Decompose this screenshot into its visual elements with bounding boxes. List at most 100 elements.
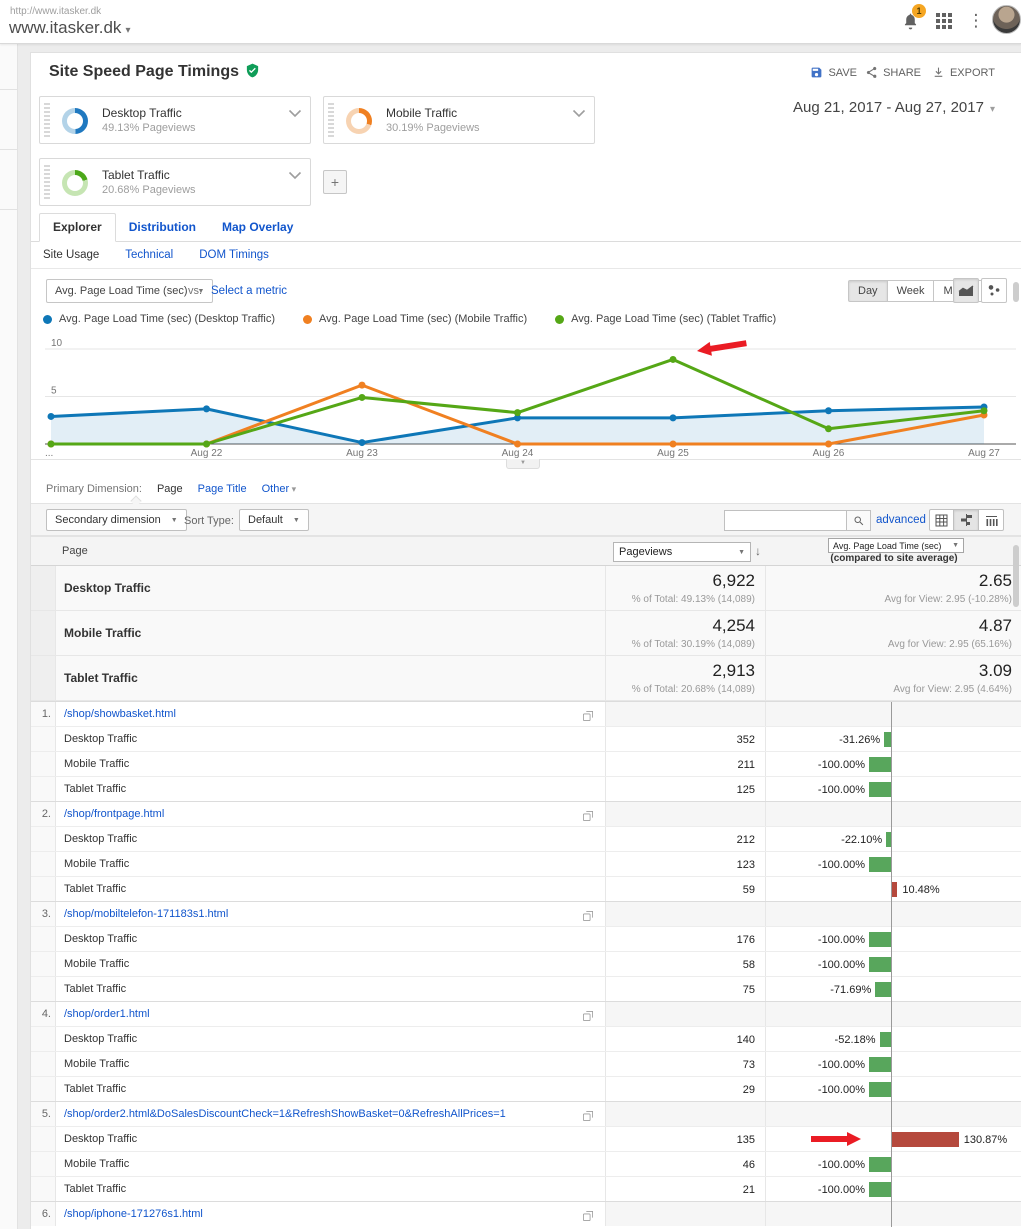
- timeline-expander[interactable]: ▼: [506, 459, 540, 469]
- primary-dimension-other[interactable]: Other ▾: [261, 483, 297, 495]
- tab-map-overlay[interactable]: Map Overlay: [222, 220, 294, 234]
- line-chart-view-button[interactable]: [953, 278, 979, 303]
- device-breakdown-row: Tablet Traffic 21 -100.00%: [31, 1176, 1021, 1202]
- delta-bar: [869, 1157, 891, 1172]
- open-in-new-icon[interactable]: [583, 1108, 593, 1126]
- primary-dimension-page-title[interactable]: Page Title: [197, 483, 247, 495]
- device-label: Mobile Traffic: [56, 952, 606, 976]
- report-panel: Site Speed Page Timings SAVE SHARE EXPOR…: [30, 52, 1021, 1229]
- chevron-down-icon: ▾: [989, 104, 995, 115]
- chevron-down-icon[interactable]: [288, 167, 302, 185]
- delta-bar: [869, 1057, 891, 1072]
- open-in-new-icon[interactable]: [583, 708, 593, 726]
- svg-text:10: 10: [51, 338, 63, 349]
- device-label: Tablet Traffic: [56, 1177, 606, 1201]
- delta-value: -100.00%: [817, 933, 865, 946]
- page-url-link[interactable]: /shop/mobiltelefon-171183s1.html: [64, 908, 229, 920]
- comparison-view-button[interactable]: [954, 509, 979, 531]
- open-in-new-icon[interactable]: [583, 808, 593, 826]
- caret-down-icon: ▼: [738, 548, 745, 556]
- legend-label: Avg. Page Load Time (sec) (Desktop Traff…: [59, 313, 276, 325]
- chart-legend: Avg. Page Load Time (sec) (Desktop Traff…: [43, 313, 776, 325]
- bar-axis-line: [891, 1052, 892, 1077]
- save-button[interactable]: SAVE: [810, 66, 857, 79]
- bar-cell: 130.87%: [766, 1127, 1021, 1152]
- metric-note: (compared to site average): [830, 553, 958, 564]
- overflow-menu-icon[interactable]: ⋮: [967, 11, 985, 30]
- segment-card-tablet-traffic[interactable]: Tablet Traffic 20.68% Pageviews: [39, 158, 311, 206]
- date-range-selector[interactable]: Aug 21, 2017 - Aug 27, 2017 ▾: [792, 99, 995, 116]
- bar-axis-line: [891, 1127, 892, 1152]
- subtab-site-usage[interactable]: Site Usage: [43, 249, 100, 261]
- tab-explorer[interactable]: Explorer: [39, 213, 116, 242]
- granularity-week[interactable]: Week: [887, 280, 935, 302]
- pageviews-value: 140: [736, 1033, 755, 1046]
- segment-detail: 49.13% Pageviews: [102, 122, 196, 134]
- primary-dimension-page[interactable]: Page: [156, 483, 183, 495]
- pageviews-cell: 58: [606, 952, 766, 976]
- account-switcher[interactable]: www.itasker.dk ▾: [9, 18, 131, 37]
- page-url-row: 4. /shop/order1.html: [31, 1001, 1021, 1027]
- page-cell: /shop/frontpage.html: [56, 802, 606, 826]
- page-url-link[interactable]: /shop/iphone-171276s1.html: [64, 1208, 203, 1220]
- scrollbar-thumb[interactable]: [1013, 545, 1019, 607]
- metric-dropdown[interactable]: Avg. Page Load Time (sec) ▼: [46, 279, 214, 303]
- notifications-bell-icon[interactable]: [898, 9, 922, 33]
- export-button[interactable]: EXPORT: [932, 66, 995, 79]
- collapsed-nav-rail[interactable]: [0, 44, 18, 1229]
- page-url-link[interactable]: /shop/order2.html&DoSalesDiscountCheck=1…: [64, 1108, 506, 1120]
- summary-row: Mobile Traffic 4,254 % of Total: 30.19% (1…: [31, 611, 1021, 656]
- device-breakdown-row: Desktop Traffic 352 -31.26%: [31, 726, 1021, 752]
- open-in-new-icon[interactable]: [583, 908, 593, 926]
- bar-axis-line: [891, 827, 892, 852]
- pivot-view-button[interactable]: [979, 509, 1004, 531]
- row-index: 2.: [31, 802, 56, 826]
- drag-handle[interactable]: [44, 165, 50, 199]
- pageviews-cell: 4,254 % of Total: 30.19% (14,089): [606, 611, 766, 655]
- chevron-down-icon[interactable]: [288, 105, 302, 123]
- bar-axis-line: [891, 752, 892, 777]
- page-url-link[interactable]: /shop/order1.html: [64, 1008, 150, 1020]
- pageviews-metric-select[interactable]: Pageviews ▼: [613, 542, 751, 562]
- add-segment-button[interactable]: +: [323, 170, 347, 194]
- delta-bar: [869, 1082, 891, 1097]
- select-a-metric-link[interactable]: Select a metric: [211, 285, 288, 297]
- data-view-button[interactable]: [929, 509, 954, 531]
- page-url-link[interactable]: /shop/frontpage.html: [64, 808, 165, 820]
- top-bar: http://www.itasker.dk www.itasker.dk ▾ 1 …: [0, 0, 1021, 44]
- open-in-new-icon[interactable]: [583, 1008, 593, 1026]
- granularity-day[interactable]: Day: [848, 280, 888, 302]
- sort-type-dropdown[interactable]: Default ▼: [239, 509, 309, 531]
- share-button[interactable]: SHARE: [865, 66, 921, 79]
- chevron-down-icon[interactable]: [572, 105, 586, 123]
- delta-bar: [869, 1182, 891, 1197]
- search-icon[interactable]: [846, 510, 871, 531]
- table-header-row: Page Pageviews ▼ ↓ Avg. Page Load Time (s…: [31, 536, 1021, 566]
- load-time-metric-select[interactable]: Avg. Page Load Time (sec) ▼: [828, 538, 964, 553]
- table-search-input[interactable]: [724, 510, 846, 531]
- subtab-technical[interactable]: Technical: [125, 249, 174, 261]
- avatar[interactable]: [992, 5, 1021, 34]
- delta-value: -100.00%: [817, 783, 865, 796]
- pageviews-cell: [606, 702, 766, 726]
- segment-card-desktop-traffic[interactable]: Desktop Traffic 49.13% Pageviews: [39, 96, 311, 144]
- tab-distribution[interactable]: Distribution: [128, 220, 197, 234]
- motion-chart-view-button[interactable]: [981, 278, 1007, 303]
- secondary-dimension-button[interactable]: Secondary dimension ▼: [46, 509, 187, 531]
- pageviews-cell: 135: [606, 1127, 766, 1151]
- sort-direction-icon[interactable]: ↓: [755, 544, 761, 558]
- drag-handle[interactable]: [328, 103, 334, 137]
- subtab-dom-timings[interactable]: DOM Timings: [199, 249, 269, 261]
- delta-value: -22.10%: [841, 833, 883, 846]
- advanced-search-link[interactable]: advanced: [876, 514, 926, 526]
- page-url-link[interactable]: /shop/showbasket.html: [64, 708, 176, 720]
- drag-handle[interactable]: [44, 103, 50, 137]
- apps-grid-icon[interactable]: [932, 9, 956, 33]
- segment-card-mobile-traffic[interactable]: Mobile Traffic 30.19% Pageviews: [323, 96, 595, 144]
- device-breakdown-row: Tablet Traffic 59 10.48%: [31, 876, 1021, 902]
- scrollbar-thumb[interactable]: [1013, 282, 1019, 302]
- explorer-subtabs: Site Usage Technical DOM Timings: [31, 242, 1021, 269]
- open-in-new-icon[interactable]: [583, 1208, 593, 1226]
- delta-bar: [875, 982, 891, 997]
- page-column-header: Page: [62, 545, 88, 557]
